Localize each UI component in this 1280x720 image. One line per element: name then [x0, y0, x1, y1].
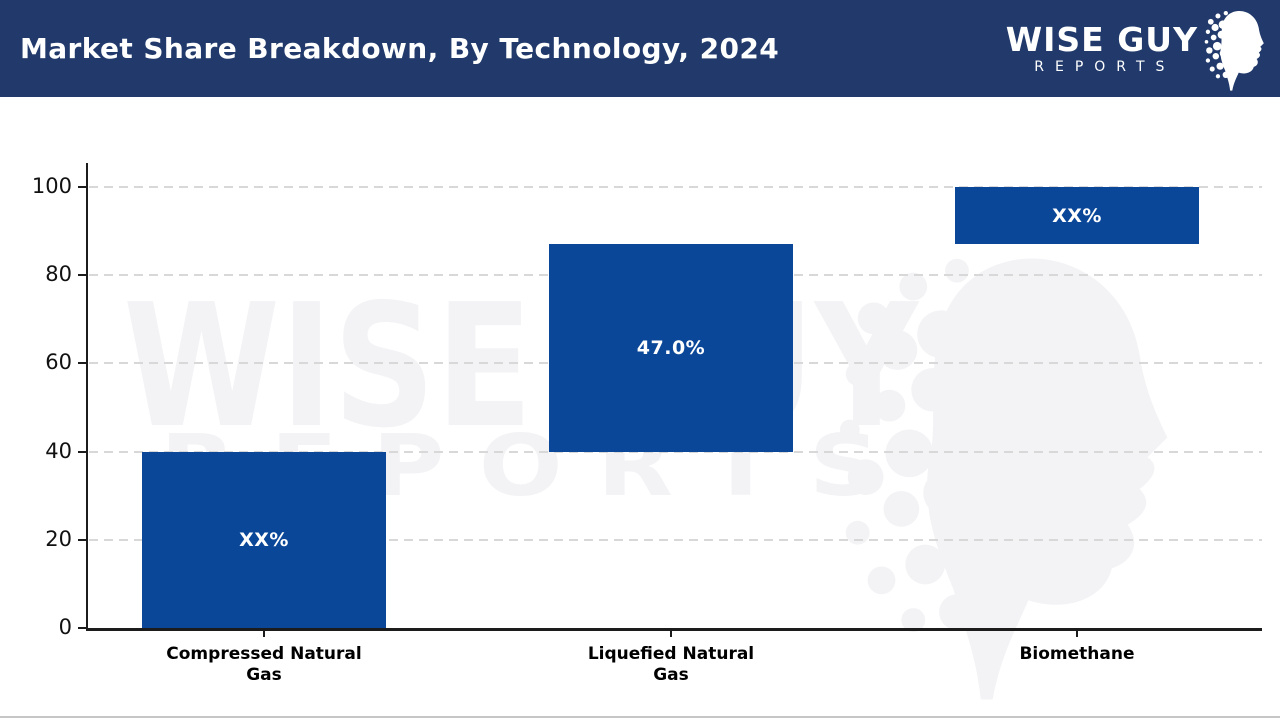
- logo-primary-text: WISE GUY: [1005, 20, 1198, 59]
- x-label-line: Compressed Natural: [166, 644, 362, 664]
- y-axis-line: [86, 163, 88, 631]
- bar-segment: 47.0%: [549, 244, 793, 452]
- y-tick-label: 40: [45, 438, 72, 463]
- x-axis-category-label: Liquefied Natural Gas: [531, 644, 811, 686]
- y-tick-mark: [78, 627, 86, 629]
- bar-value-label: XX%: [1052, 204, 1102, 227]
- x-label-line: Gas: [653, 665, 689, 685]
- x-axis-line: [86, 628, 1262, 631]
- y-tick-label: 60: [45, 350, 72, 375]
- x-label-line: Liquefied Natural: [587, 644, 755, 664]
- y-tick-label: 20: [45, 526, 72, 551]
- bar-segment: XX%: [142, 451, 386, 628]
- x-tick-mark: [263, 631, 265, 637]
- y-tick-mark: [78, 450, 86, 453]
- x-label-line: Biomethane: [1019, 644, 1135, 664]
- gridline-20: [89, 538, 1262, 541]
- y-tick-mark: [78, 186, 86, 188]
- logo-text: WISE GUY REPORTS: [1006, 23, 1198, 74]
- x-axis-category-label: Biomethane: [937, 644, 1217, 665]
- chart-canvas: WISE GUY R E P O R T S 0 20 40 60 80 100 X: [0, 97, 1280, 717]
- bottom-divider: [0, 716, 1280, 718]
- y-tick-mark: [78, 538, 86, 541]
- head-profile-icon: [1204, 10, 1264, 91]
- x-tick-mark: [1076, 631, 1078, 637]
- x-axis-category-label: Compressed Natural Gas: [124, 644, 404, 686]
- header-bar: Market Share Breakdown, By Technology, 2…: [0, 0, 1280, 97]
- wise-guy-reports-logo: WISE GUY REPORTS: [1006, 6, 1266, 92]
- logo-secondary-text: REPORTS: [1034, 59, 1176, 75]
- bar-value-label: XX%: [239, 528, 289, 551]
- gridline-100: [89, 186, 1262, 188]
- plot-area: 0 20 40 60 80 100 XX% Compressed Natural Gas 47.0…: [0, 97, 1280, 717]
- bar-value-label: 47.0%: [636, 336, 706, 359]
- x-tick-mark: [670, 631, 672, 637]
- chart-title: Market Share Breakdown, By Technology, 2…: [20, 32, 780, 65]
- gridline-40: [89, 450, 1262, 453]
- bar-segment: XX%: [955, 187, 1199, 245]
- y-tick-label: 100: [31, 174, 72, 198]
- y-tick-label: 80: [45, 262, 72, 287]
- x-label-line: Gas: [246, 665, 282, 685]
- y-tick-mark: [78, 362, 86, 365]
- y-tick-label: 0: [58, 615, 72, 639]
- y-tick-mark: [78, 274, 86, 277]
